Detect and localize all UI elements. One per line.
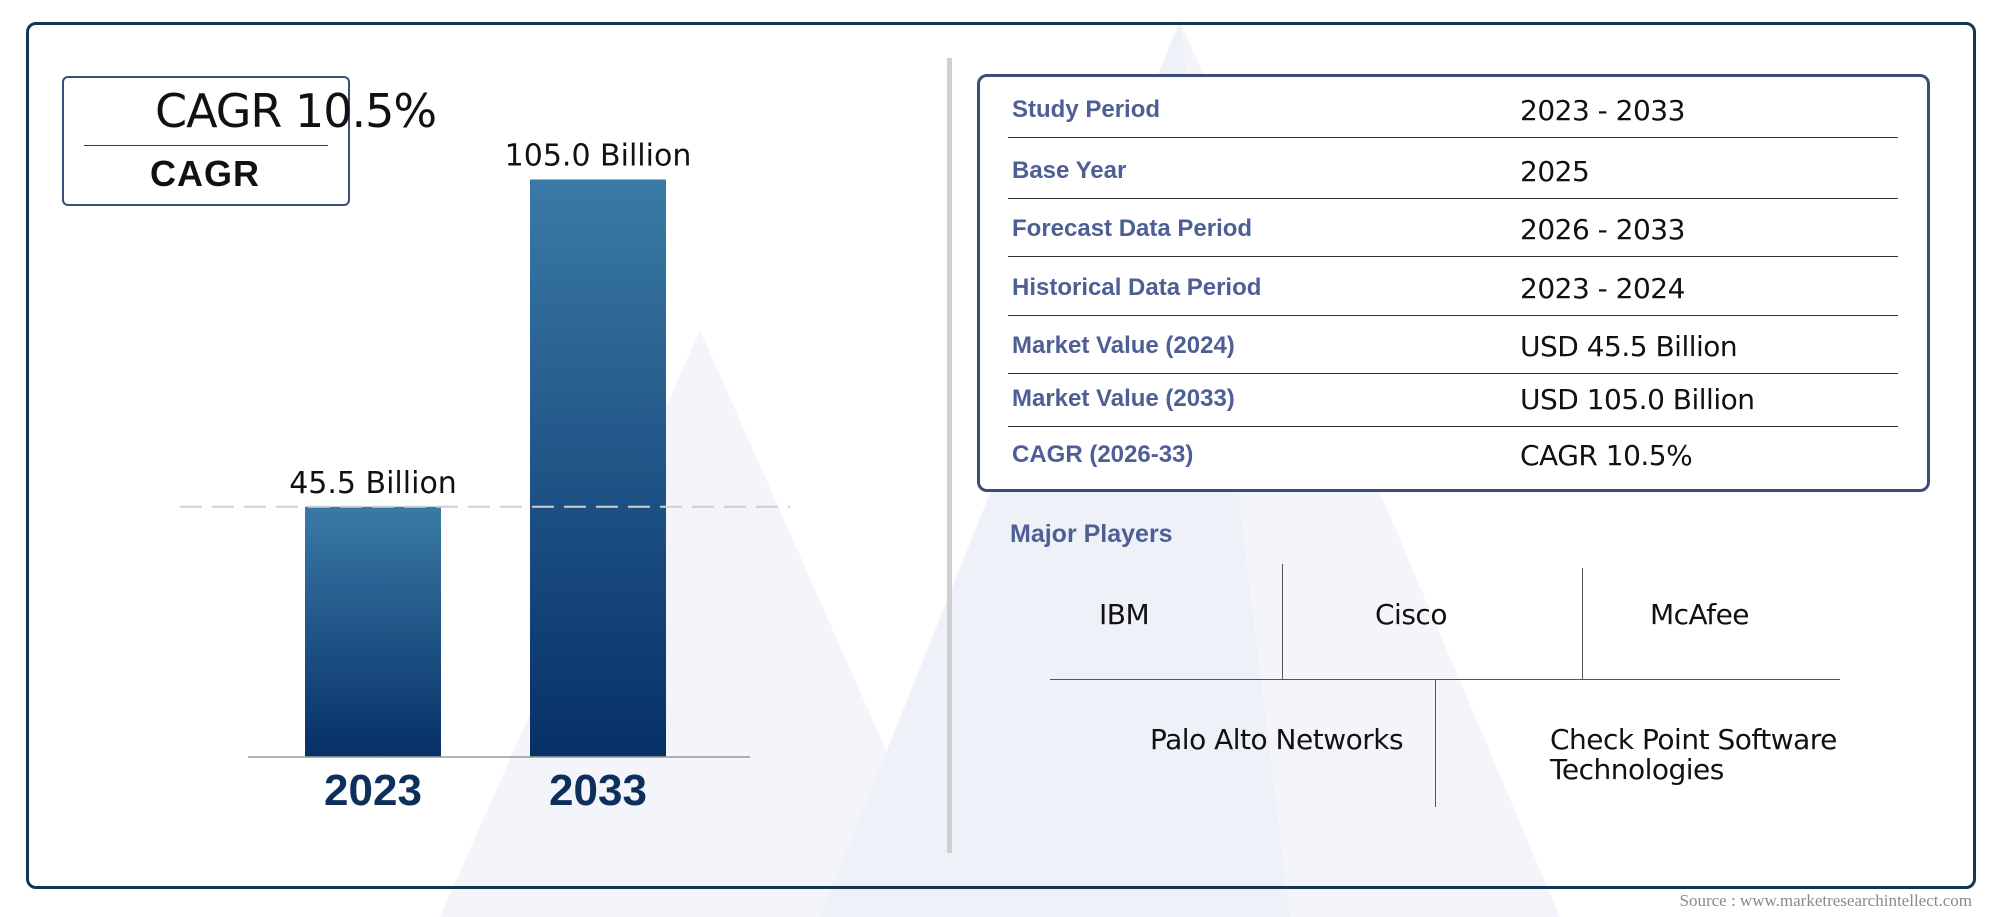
cagr-box [62, 76, 350, 206]
summary-value: USD 45.5 Billion [1520, 330, 1738, 363]
row-divider [1008, 373, 1898, 374]
summary-row: Market Value (2024) USD 45.5 Billion [1008, 316, 1898, 374]
outer-frame [26, 22, 1976, 889]
panel-divider [947, 58, 952, 853]
summary-key: Historical Data Period [1012, 274, 1262, 301]
summary-key: CAGR (2026-33) [1012, 441, 1194, 468]
grid-divider [1582, 568, 1583, 679]
summary-value: 2023 - 2033 [1520, 94, 1685, 127]
major-players-title: Major Players [1010, 520, 1173, 548]
summary-key: Base Year [1012, 157, 1127, 184]
summary-row: Base Year 2025 [1008, 141, 1898, 199]
bar-2033 [530, 179, 666, 757]
player-name: Palo Alto Networks [1150, 723, 1404, 756]
player-name: IBM [1099, 598, 1150, 631]
grid-divider [1282, 564, 1283, 679]
data-label: 105.0 Billion [505, 139, 692, 174]
summary-key: Forecast Data Period [1012, 215, 1253, 242]
summary-value: 2026 - 2033 [1520, 213, 1685, 246]
summary-value: 2025 [1520, 155, 1590, 188]
summary-value: 2023 - 2024 [1520, 272, 1685, 305]
row-divider [1008, 137, 1898, 138]
summary-value: CAGR 10.5% [1520, 439, 1693, 472]
summary-row: Forecast Data Period 2026 - 2033 [1008, 199, 1898, 257]
bar-chart: 45.5 Billion 2023 105.0 Billion 2033 [180, 139, 790, 815]
data-label: 45.5 Billion [289, 466, 457, 501]
grid-divider [1050, 679, 1840, 680]
cagr-label: CAGR [150, 153, 260, 194]
summary-row: Study Period 2023 - 2033 [1008, 80, 1898, 138]
summary-row: Market Value (2033) USD 105.0 Billion [1008, 369, 1898, 427]
cagr-value: CAGR 10.5% [155, 84, 437, 138]
summary-row: Historical Data Period 2023 - 2024 [1008, 258, 1898, 316]
source-note: Source : www.marketresearchintellect.com [1679, 891, 1973, 910]
row-divider [1008, 256, 1898, 257]
row-divider [1008, 198, 1898, 199]
x-tick-label: 2023 [324, 766, 422, 815]
bar-2023 [305, 506, 441, 757]
summary-key: Market Value (2024) [1012, 332, 1235, 359]
summary-key: Market Value (2033) [1012, 385, 1235, 412]
summary-row: CAGR (2026-33) CAGR 10.5% [1008, 425, 1898, 483]
summary-key: Study Period [1012, 96, 1161, 123]
x-tick-label: 2033 [549, 766, 647, 815]
cagr-rule [84, 145, 328, 146]
summary-box [977, 74, 1930, 492]
player-name: Cisco [1375, 598, 1447, 631]
player-name: McAfee [1650, 598, 1750, 631]
grid-divider [1435, 680, 1436, 807]
row-divider [1008, 315, 1898, 316]
player-name: Check Point Software Technologies [1550, 723, 1837, 786]
summary-value: USD 105.0 Billion [1520, 383, 1755, 416]
row-divider [1008, 426, 1898, 427]
